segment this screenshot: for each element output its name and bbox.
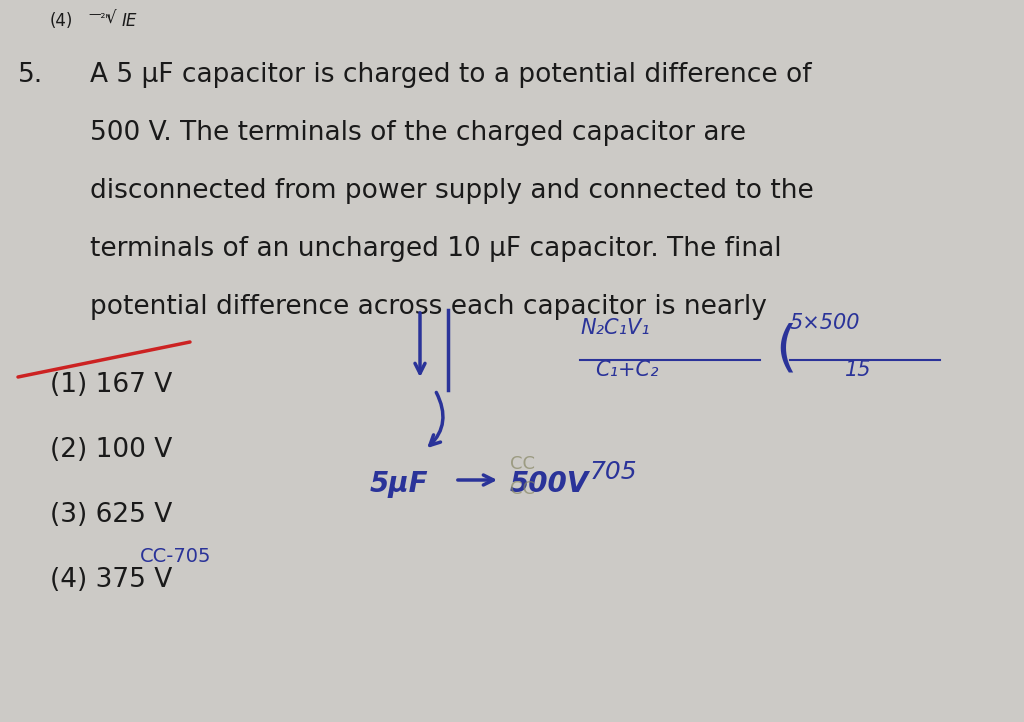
Text: CC: CC xyxy=(510,455,535,473)
Text: 15: 15 xyxy=(845,360,871,380)
Text: N₂C₁V₁: N₂C₁V₁ xyxy=(580,318,649,338)
Text: (4): (4) xyxy=(50,12,74,30)
Text: (2) 100 V: (2) 100 V xyxy=(50,437,172,463)
Text: —₂ₙ: —₂ₙ xyxy=(88,8,111,21)
Text: 705: 705 xyxy=(590,460,638,484)
Text: potential difference across each capacitor is nearly: potential difference across each capacit… xyxy=(90,294,767,320)
Text: CC-705: CC-705 xyxy=(140,547,212,566)
Text: IE: IE xyxy=(122,12,137,30)
Text: 5×500: 5×500 xyxy=(790,313,860,333)
Text: C₁+C₂: C₁+C₂ xyxy=(595,360,658,380)
Text: A 5 μF capacitor is charged to a potential difference of: A 5 μF capacitor is charged to a potenti… xyxy=(90,62,812,88)
Text: (4) 375 V: (4) 375 V xyxy=(50,567,172,593)
Text: disconnected from power supply and connected to the: disconnected from power supply and conne… xyxy=(90,178,814,204)
Text: 5μF: 5μF xyxy=(370,470,429,498)
Text: 500 V. The terminals of the charged capacitor are: 500 V. The terminals of the charged capa… xyxy=(90,120,746,146)
Text: √: √ xyxy=(105,10,116,28)
Text: 5.: 5. xyxy=(18,62,43,88)
Text: (: ( xyxy=(775,323,797,377)
Text: (3) 625 V: (3) 625 V xyxy=(50,502,172,528)
Text: (1) 167 V: (1) 167 V xyxy=(50,372,172,398)
Text: terminals of an uncharged 10 μF capacitor. The final: terminals of an uncharged 10 μF capacito… xyxy=(90,236,781,262)
Text: 500V: 500V xyxy=(510,470,589,498)
Text: CC: CC xyxy=(510,480,535,498)
